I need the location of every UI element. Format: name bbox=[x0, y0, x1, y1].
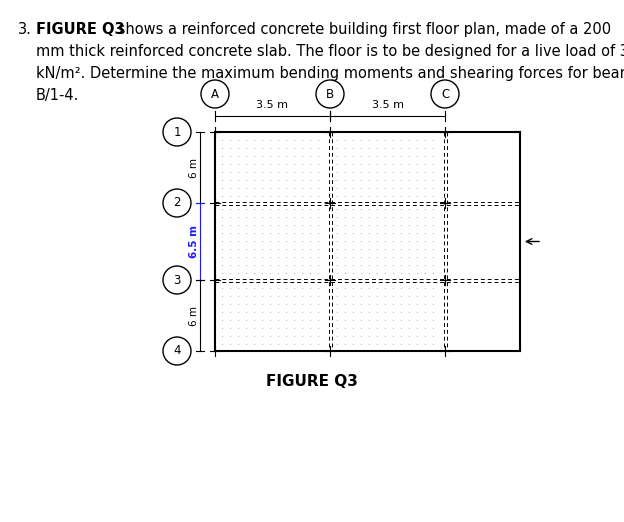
Text: 3: 3 bbox=[173, 274, 181, 287]
Circle shape bbox=[163, 337, 191, 365]
Circle shape bbox=[163, 189, 191, 217]
Text: 4: 4 bbox=[173, 345, 181, 358]
Text: kN/m². Determine the maximum bending moments and shearing forces for beam: kN/m². Determine the maximum bending mom… bbox=[36, 66, 624, 81]
Text: mm thick reinforced concrete slab. The floor is to be designed for a live load o: mm thick reinforced concrete slab. The f… bbox=[36, 44, 624, 59]
Circle shape bbox=[163, 266, 191, 294]
Text: 3.5 m: 3.5 m bbox=[256, 100, 288, 110]
Text: 2: 2 bbox=[173, 196, 181, 209]
Text: 6 m: 6 m bbox=[189, 158, 199, 177]
Circle shape bbox=[163, 118, 191, 146]
Text: shows a reinforced concrete building first floor plan, made of a 200: shows a reinforced concrete building fir… bbox=[113, 22, 611, 37]
Text: FIGURE Q3: FIGURE Q3 bbox=[36, 22, 125, 37]
Circle shape bbox=[316, 80, 344, 108]
Text: 6.5 m: 6.5 m bbox=[189, 225, 199, 258]
Text: FIGURE Q3: FIGURE Q3 bbox=[266, 374, 358, 389]
Text: A: A bbox=[211, 88, 219, 101]
Text: C: C bbox=[441, 88, 449, 101]
Text: 6 m: 6 m bbox=[189, 305, 199, 326]
Text: B: B bbox=[326, 88, 334, 101]
Text: 1: 1 bbox=[173, 125, 181, 138]
Text: 3.5 m: 3.5 m bbox=[371, 100, 404, 110]
Text: 3.: 3. bbox=[18, 22, 32, 37]
Circle shape bbox=[201, 80, 229, 108]
Circle shape bbox=[431, 80, 459, 108]
Text: B/1-4.: B/1-4. bbox=[36, 88, 79, 103]
